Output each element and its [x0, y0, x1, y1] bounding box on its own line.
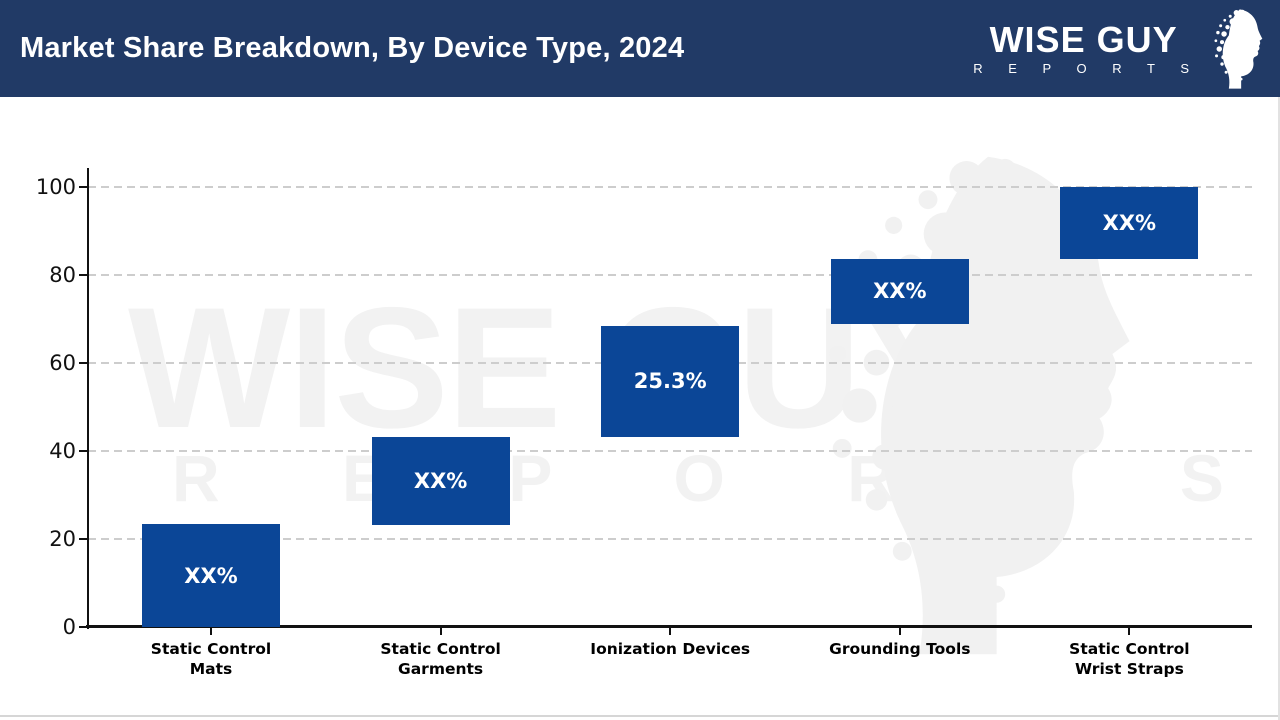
gridline-20 — [88, 538, 1252, 540]
page-title: Market Share Breakdown, By Device Type, … — [20, 32, 685, 64]
bar-static-control-garments: XX% — [371, 436, 510, 525]
y-tick-label-20: 20 — [49, 527, 76, 551]
y-tick-mark-80 — [79, 274, 87, 276]
x-axis-label-static-control-garments: Static Control Garments — [380, 640, 501, 678]
bar-ionization-devices: 25.3% — [601, 325, 740, 437]
bar-static-control-mats: XX% — [142, 524, 280, 627]
right-divider — [1278, 97, 1280, 720]
y-tick-label-0: 0 — [62, 615, 76, 639]
x-axis-line — [86, 625, 1252, 628]
bar-static-control-wrist-straps: XX% — [1060, 187, 1199, 260]
y-tick-label-40: 40 — [49, 439, 76, 463]
logo-text: WISE GUY R E P O R T S — [967, 18, 1200, 76]
y-tick-mark-40 — [79, 450, 87, 452]
y-tick-mark-100 — [79, 186, 87, 188]
chart-area: 0 20 40 60 80 100 XX% Static Control Mats XX% Stat… — [0, 97, 1280, 720]
y-tick-mark-20 — [79, 538, 87, 540]
logo-brand-subtitle: R E P O R T S — [973, 60, 1200, 76]
x-axis-label-ionization-devices: Ionization Devices — [590, 640, 751, 658]
y-tick-label-80: 80 — [49, 263, 76, 287]
x-axis-label-grounding-tools: Grounding Tools — [829, 640, 971, 658]
bar-value-label-static-control-garments: XX% — [413, 468, 468, 493]
bar-value-label-static-control-mats: XX% — [184, 563, 238, 588]
x-axis-label-static-control-wrist-straps: Static Control Wrist Straps — [1069, 640, 1190, 678]
bar-value-label-static-control-wrist-straps: XX% — [1102, 211, 1157, 236]
x-tick-mark-static-control-garments — [439, 628, 442, 635]
gridline-100 — [88, 186, 1252, 188]
gridline-80 — [88, 274, 1252, 276]
wise-guy-reports-logo: WISE GUY R E P O R T S — [967, 8, 1280, 90]
x-tick-mark-grounding-tools — [898, 628, 901, 635]
y-tick-mark-0 — [79, 626, 87, 628]
x-tick-mark-static-control-mats — [210, 628, 212, 635]
y-tick-mark-60 — [79, 362, 87, 364]
x-tick-mark-static-control-wrist-straps — [1128, 628, 1131, 635]
y-axis-line — [87, 168, 89, 629]
y-tick-label-60: 60 — [49, 351, 76, 375]
face-profile-dots-icon — [1214, 8, 1263, 89]
x-tick-mark-ionization-devices — [669, 628, 672, 635]
logo-brand-name: WISE GUY — [989, 18, 1178, 60]
y-tick-label-100: 100 — [35, 175, 76, 199]
x-axis-label-static-control-mats: Static Control Mats — [150, 640, 272, 678]
gridline-40 — [88, 450, 1252, 452]
bar-value-label-grounding-tools: XX% — [873, 279, 927, 304]
bottom-divider — [0, 715, 1280, 717]
header-bar: Market Share Breakdown, By Device Type, … — [0, 0, 1280, 97]
bar-grounding-tools: XX% — [830, 259, 969, 324]
bar-value-label-ionization-devices: 25.3% — [633, 369, 707, 394]
